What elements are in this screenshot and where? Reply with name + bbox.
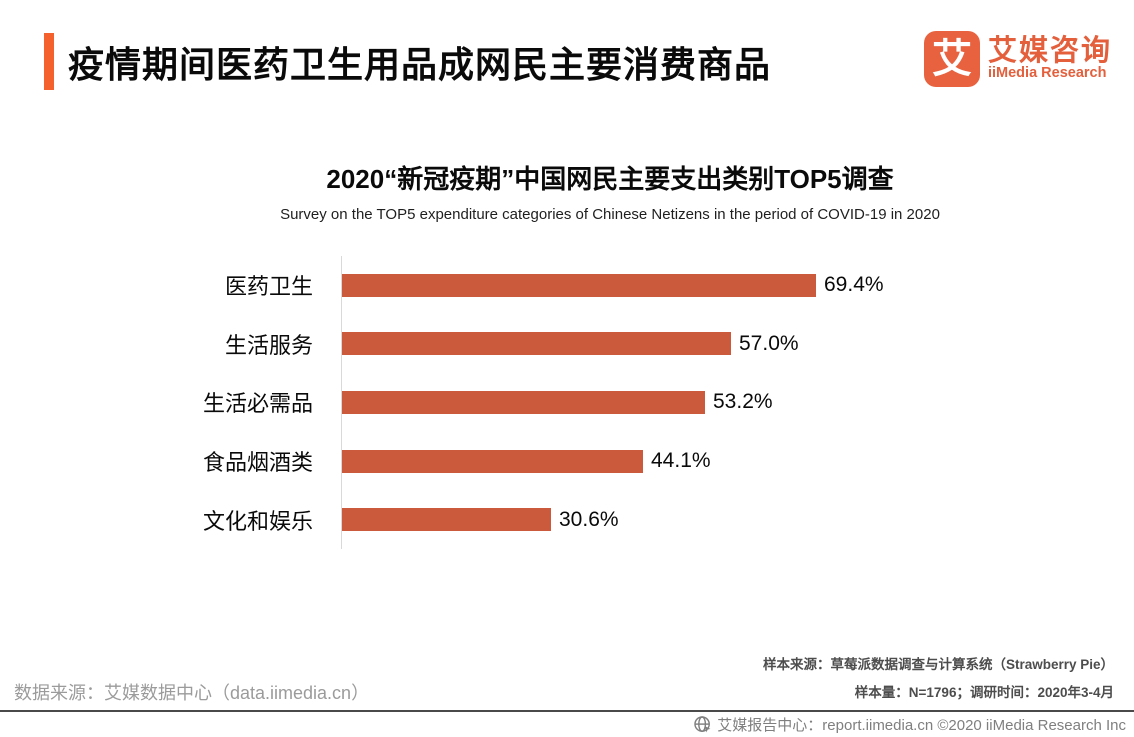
bar-track: 30.6% [342,490,619,549]
logo-name-cn: 艾媒咨询 [987,34,1112,67]
bar [342,273,816,297]
bar-chart: 医药卫生 69.4% 生活服务 57.0% 生活必需品 53.2% 食品烟酒类 44.1% 文化… [195,256,1025,549]
data-source-note: 数据来源：艾媒数据中心（data.iimedia.cn） [14,683,370,703]
value-label: 53.2% [713,390,773,414]
chart-subtitle: Survey on the TOP5 expenditure categorie… [280,206,940,223]
sample-size-note: 样本量：N=1796；调研时间：2020年3-4月 [854,685,1114,700]
bar-row: 文化和娱乐 30.6% [195,490,1025,549]
bar [342,390,705,414]
category-label: 医药卫生 [224,274,313,300]
category-label: 生活服务 [224,332,313,358]
bar [342,449,643,473]
value-label: 30.6% [559,507,619,531]
chart-title: 2020“新冠疫期”中国网民主要支出类别TOP5调查 [326,164,894,194]
iimedia-logo-icon: 艾 [923,31,980,87]
title-accent-bar [44,33,54,90]
bar-row: 食品烟酒类 44.1% [195,432,1025,491]
value-label: 69.4% [824,273,884,297]
value-label: 44.1% [651,449,711,473]
bar-track: 69.4% [342,256,884,315]
logo-text: 艾媒咨询 iiMedia Research [987,34,1112,82]
logo-glyph: 艾 [931,37,972,81]
value-label: 57.0% [739,331,799,355]
bar-row: 医药卫生 69.4% [195,256,1025,315]
bar-track: 44.1% [342,432,711,491]
logo-name-en: iiMedia Research [987,65,1107,82]
footer-divider [0,710,1134,712]
y-axis-line [341,256,342,549]
bar-track: 57.0% [342,315,799,374]
bar-row: 生活必需品 53.2% [195,373,1025,432]
iimedia-logo: 艾 艾媒咨询 iiMedia Research [923,31,1112,87]
chart-section: 2020“新冠疫期”中国网民主要支出类别TOP5调查 Survey on the… [195,163,1025,549]
footer-bar: 艾媒报告中心：report.iimedia.cn ©2020 iiMedia R… [693,714,1126,735]
bar-row: 生活服务 57.0% [195,315,1025,374]
sample-info: 样本来源：草莓派数据调查与计算系统（Strawberry Pie） 样本量：N=… [763,651,1114,707]
report-center-note: 艾媒报告中心：report.iimedia.cn ©2020 iiMedia R… [717,717,1126,734]
bar-track: 53.2% [342,373,773,432]
bar [342,332,731,356]
bar [342,508,551,532]
category-label: 食品烟酒类 [202,450,313,476]
globe-icon [694,716,711,733]
page-title: 疫情期间医药卫生用品成网民主要消费商品 [68,44,772,85]
category-label: 生活必需品 [202,391,313,417]
category-label: 文化和娱乐 [202,508,313,534]
bar-rows: 医药卫生 69.4% 生活服务 57.0% 生活必需品 53.2% 食品烟酒类 44.1% 文化… [195,256,1025,549]
sample-source-note: 样本来源：草莓派数据调查与计算系统（Strawberry Pie） [762,657,1114,672]
